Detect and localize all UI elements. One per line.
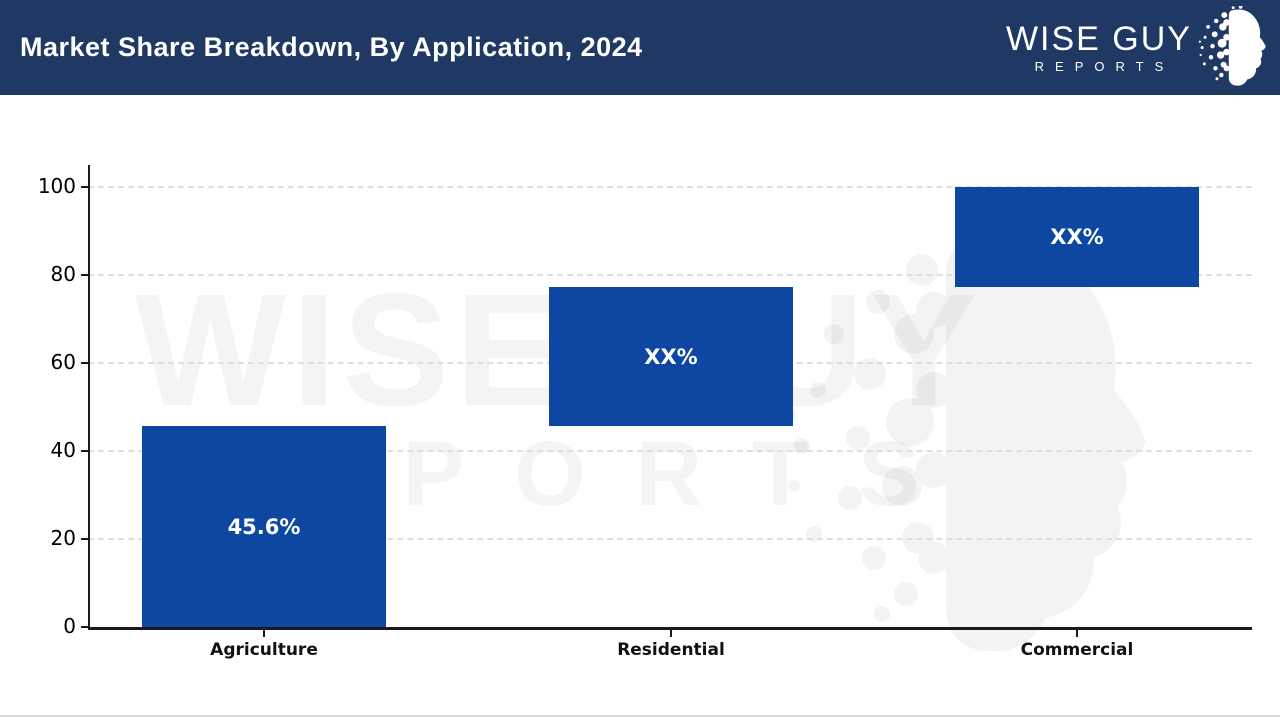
y-tick-0 xyxy=(81,626,88,628)
bottom-border xyxy=(0,715,1280,717)
y-tick-label-60: 60 xyxy=(50,350,76,374)
y-tick-label-80: 80 xyxy=(50,262,76,286)
brand-logo-text: WISE GUY REPORTS xyxy=(1006,21,1192,74)
x-category-label: Residential xyxy=(617,640,725,660)
gridline-20 xyxy=(88,538,1252,540)
x-category-label: Agriculture xyxy=(210,640,318,660)
y-tick-label-40: 40 xyxy=(50,438,76,462)
y-tick-60 xyxy=(81,362,88,364)
x-axis xyxy=(88,627,1252,630)
y-tick-20 xyxy=(81,538,88,540)
gridline-40 xyxy=(88,450,1252,452)
brand-name: WISE GUY xyxy=(1005,20,1192,58)
x-tick-commercial xyxy=(1076,629,1078,637)
y-tick-40 xyxy=(81,450,88,452)
brand-subtitle: REPORTS xyxy=(1034,59,1175,74)
bar-value-label: XX% xyxy=(1050,224,1104,249)
y-tick-80 xyxy=(81,274,88,276)
y-axis xyxy=(88,165,90,630)
y-tick-100 xyxy=(81,186,88,188)
bar-agriculture: 45.6% xyxy=(142,426,386,627)
y-tick-label-0: 0 xyxy=(63,614,76,638)
y-tick-label-100: 100 xyxy=(37,174,76,198)
header-bar: Market Share Breakdown, By Application, … xyxy=(0,0,1280,95)
x-tick-residential xyxy=(670,629,672,637)
bar-value-label: XX% xyxy=(644,344,698,369)
bar-residential: XX% xyxy=(549,286,793,427)
bar-value-label: 45.6% xyxy=(227,514,301,539)
chart-title: Market Share Breakdown, By Application, … xyxy=(20,32,643,62)
gridline-100 xyxy=(88,186,1252,188)
y-tick-label-20: 20 xyxy=(50,526,76,550)
bar-commercial: XX% xyxy=(955,187,1199,287)
brand-face-icon xyxy=(1198,5,1266,86)
x-tick-agriculture xyxy=(263,629,265,637)
x-category-label: Commercial xyxy=(1020,640,1134,660)
gridline-80 xyxy=(88,274,1252,276)
brand-logo: WISE GUY REPORTS xyxy=(1006,0,1268,95)
